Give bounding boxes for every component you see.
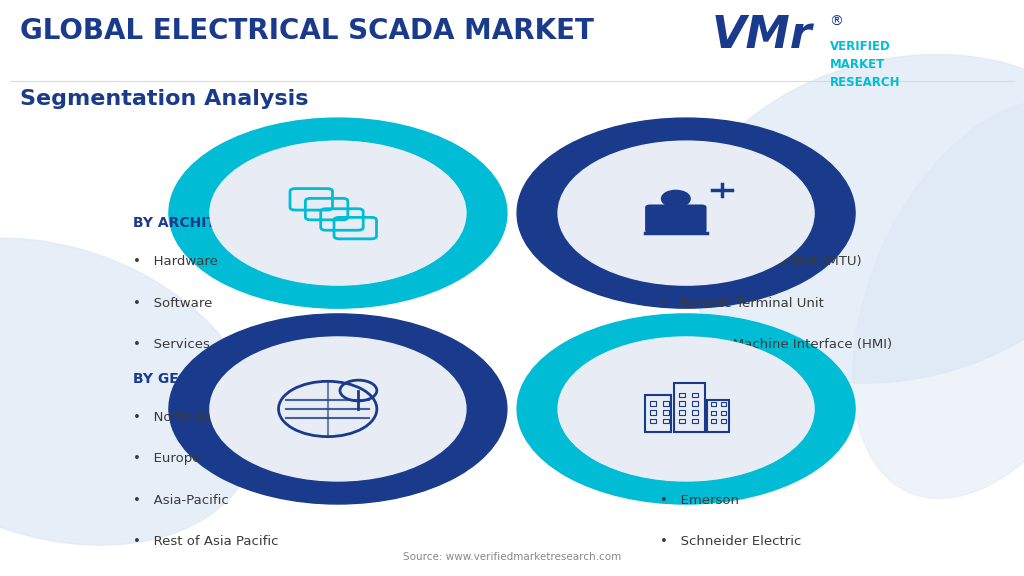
Bar [679, 419, 685, 423]
Text: Source: www.verifiedmarketresearch.com: Source: www.verifiedmarketresearch.com [402, 552, 622, 562]
Bar [645, 395, 671, 432]
Bar [692, 419, 698, 423]
Text: •   Remote Terminal Unit: • Remote Terminal Unit [660, 297, 824, 310]
Circle shape [210, 141, 466, 285]
Bar [650, 419, 656, 423]
Bar [692, 401, 698, 406]
Bar [663, 410, 669, 415]
Bar [692, 410, 698, 415]
Bar [692, 393, 698, 397]
Circle shape [517, 118, 855, 308]
Circle shape [210, 337, 466, 481]
Bar [679, 393, 685, 397]
Bar [721, 411, 726, 415]
Circle shape [169, 118, 507, 308]
Bar [674, 383, 705, 432]
Bar [663, 419, 669, 423]
Bar [650, 401, 656, 406]
Bar [679, 401, 685, 406]
Text: VMr: VMr [712, 14, 812, 58]
Ellipse shape [853, 101, 1024, 498]
Text: BY GEOGRAPHY: BY GEOGRAPHY [133, 372, 256, 385]
Text: •   Europe: • Europe [133, 452, 201, 465]
Text: •   Hardware: • Hardware [133, 255, 218, 268]
Text: •   Master Terminal Unit (MTU): • Master Terminal Unit (MTU) [660, 255, 862, 268]
Bar [711, 402, 716, 406]
Text: VERIFIED
MARKET
RESEARCH: VERIFIED MARKET RESEARCH [829, 40, 900, 89]
Text: •   Siemens: • Siemens [660, 452, 738, 465]
Text: •   Emerson: • Emerson [660, 494, 739, 507]
FancyBboxPatch shape [645, 204, 707, 233]
Text: •   Human Machine Interface (HMI): • Human Machine Interface (HMI) [660, 338, 893, 351]
Circle shape [558, 141, 814, 285]
Circle shape [663, 191, 689, 206]
Text: •   Asia-Pacific: • Asia-Pacific [133, 494, 229, 507]
Text: GLOBAL ELECTRICAL SCADA MARKET: GLOBAL ELECTRICAL SCADA MARKET [20, 17, 594, 46]
Text: •   Schneider Electric: • Schneider Electric [660, 535, 802, 548]
Text: Segmentation Analysis: Segmentation Analysis [20, 89, 309, 109]
Bar [650, 410, 656, 415]
Bar [721, 402, 726, 406]
Bar [707, 400, 729, 432]
Bar [711, 419, 716, 423]
Text: BY COMPONENT: BY COMPONENT [660, 216, 785, 230]
Circle shape [558, 337, 814, 481]
Text: •   Rest of Asia Pacific: • Rest of Asia Pacific [133, 535, 279, 548]
Circle shape [517, 314, 855, 504]
Bar [679, 410, 685, 415]
Circle shape [169, 314, 507, 504]
Bar [711, 411, 716, 415]
Bar [663, 401, 669, 406]
Text: •   North America: • North America [133, 411, 250, 424]
Ellipse shape [680, 55, 1024, 383]
Text: KEY PLAYERS: KEY PLAYERS [660, 372, 765, 385]
Text: BY ARCHITECTURE: BY ARCHITECTURE [133, 216, 278, 230]
Ellipse shape [0, 238, 258, 545]
Text: •   ABB: • ABB [660, 411, 709, 424]
Text: •   Services: • Services [133, 338, 210, 351]
Text: ®: ® [829, 14, 844, 28]
Bar [721, 419, 726, 423]
Text: •   Software: • Software [133, 297, 213, 310]
